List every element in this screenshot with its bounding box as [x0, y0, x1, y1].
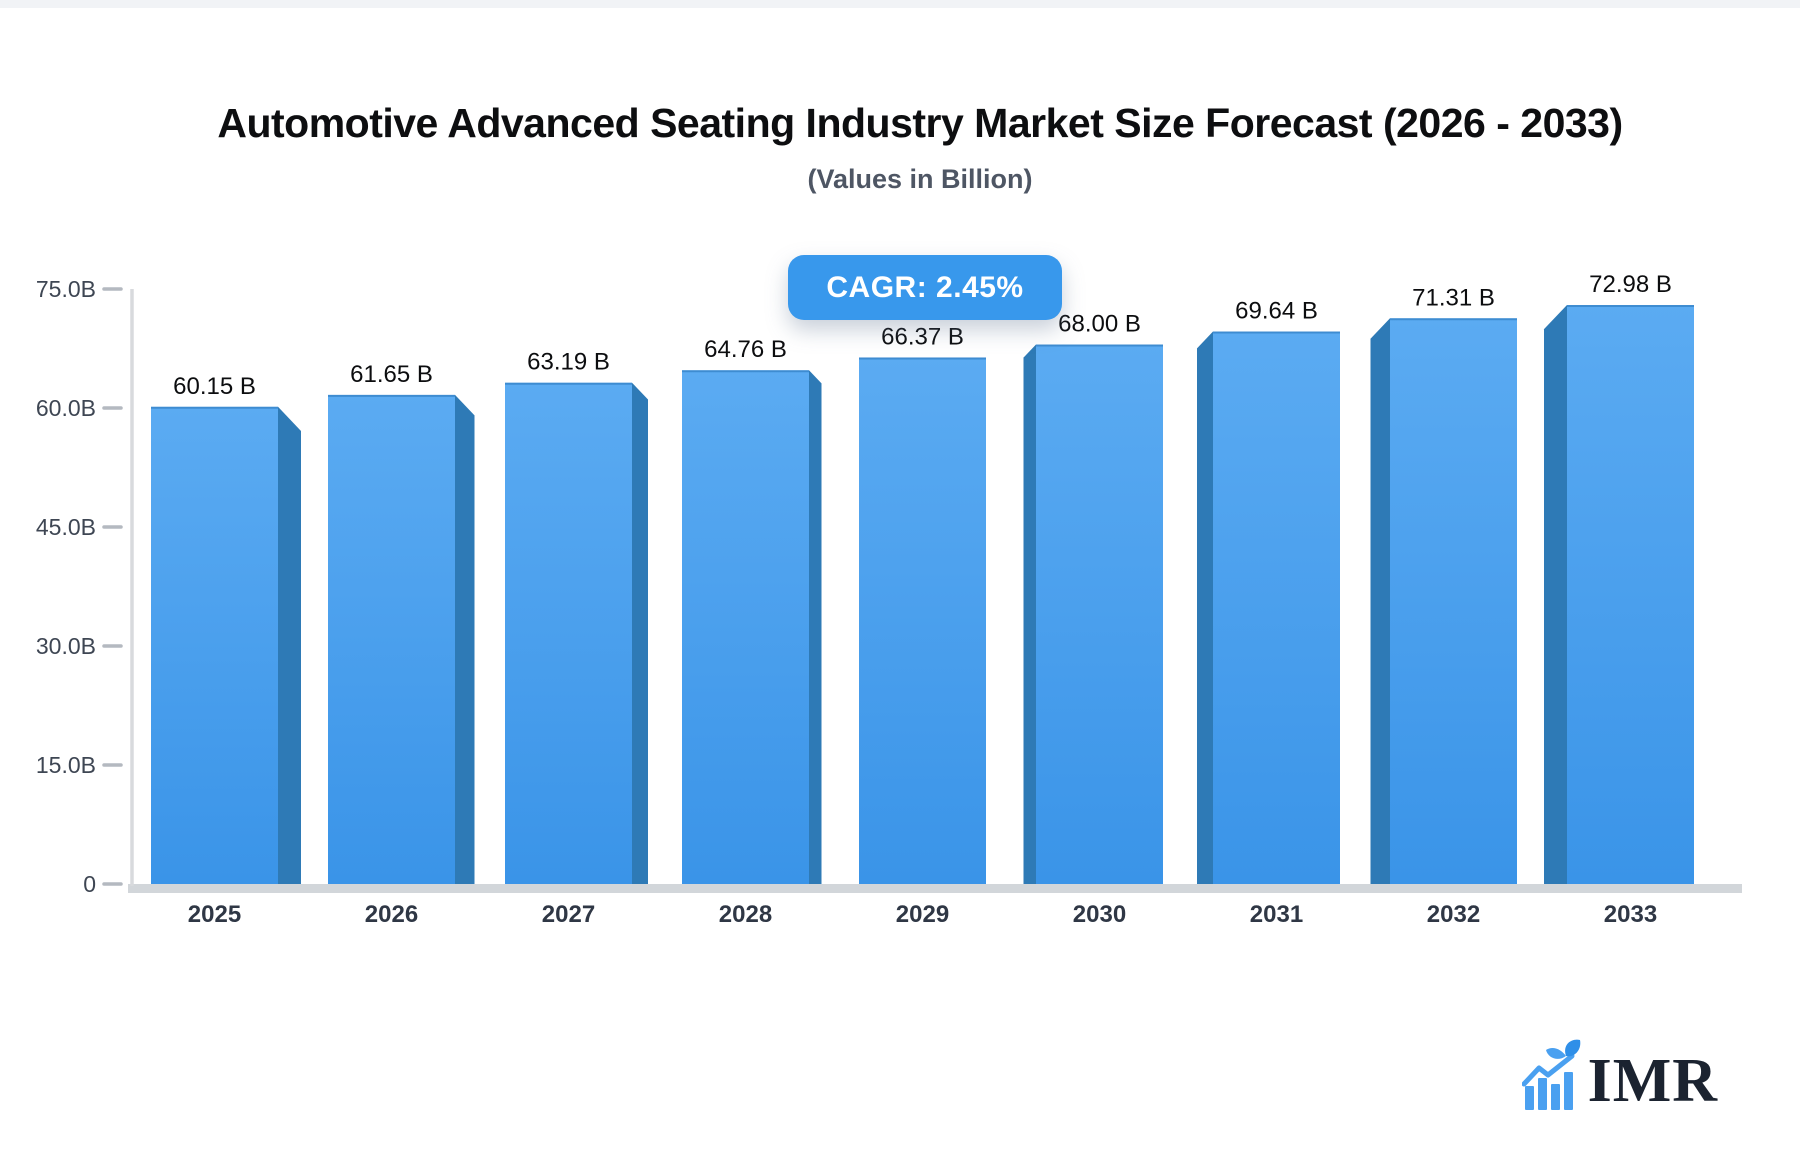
bar	[1036, 344, 1163, 884]
bar-side-face	[1023, 344, 1036, 884]
bar-side-face	[278, 406, 301, 884]
y-axis-label: 45.0B	[36, 514, 96, 540]
bar	[151, 406, 278, 884]
data-label: 68.00 B	[1058, 311, 1141, 338]
data-label: 72.98 B	[1589, 271, 1672, 298]
y-axis-label: 60.0B	[36, 395, 96, 421]
data-label: 60.15 B	[173, 373, 256, 400]
imr-logo-text: IMR	[1587, 1047, 1718, 1115]
bar	[1213, 331, 1340, 884]
data-label: 64.76 B	[704, 336, 787, 363]
bar-side-face	[809, 370, 822, 884]
y-axis-label: 15.0B	[36, 752, 96, 778]
x-axis-baseline	[128, 884, 1742, 893]
bar-side-face	[1370, 318, 1390, 884]
bar	[1390, 318, 1517, 884]
bar	[859, 357, 986, 884]
bar	[505, 382, 632, 884]
chart-title: Automotive Advanced Seating Industry Mar…	[217, 100, 1623, 146]
data-label: 61.65 B	[350, 361, 433, 388]
data-label: 69.64 B	[1235, 298, 1318, 325]
x-axis-label: 2031	[1250, 901, 1303, 928]
bar	[682, 370, 809, 884]
bar-side-face	[455, 394, 475, 884]
x-axis-label: 2028	[719, 901, 772, 928]
bar-side-face	[632, 382, 648, 884]
data-label: 63.19 B	[527, 349, 610, 376]
chart-subtitle: (Values in Billion)	[807, 164, 1033, 194]
bar-side-face	[1197, 331, 1213, 884]
cagr-badge: CAGR: 2.45%	[788, 255, 1062, 320]
top-border-strip	[0, 0, 1800, 8]
bar-side-face	[1544, 305, 1567, 884]
data-label: 66.37 B	[881, 323, 964, 350]
x-axis-label: 2032	[1427, 901, 1480, 928]
bar	[328, 394, 455, 884]
x-axis-label: 2029	[896, 901, 949, 928]
x-axis-label: 2026	[365, 901, 418, 928]
x-axis-label: 2025	[188, 901, 241, 928]
y-axis-label: 30.0B	[36, 633, 96, 659]
bar	[1567, 305, 1694, 884]
x-axis-label: 2030	[1073, 901, 1126, 928]
y-axis-label: 0	[83, 871, 96, 897]
bar-chart-growth-leaf-icon	[1521, 1039, 1580, 1110]
x-axis-label: 2027	[542, 901, 595, 928]
y-axis-label: 75.0B	[36, 276, 96, 302]
x-axis-label: 2033	[1604, 901, 1657, 928]
imr-logo: IMR	[1498, 1022, 1718, 1112]
data-label: 71.31 B	[1412, 284, 1495, 311]
